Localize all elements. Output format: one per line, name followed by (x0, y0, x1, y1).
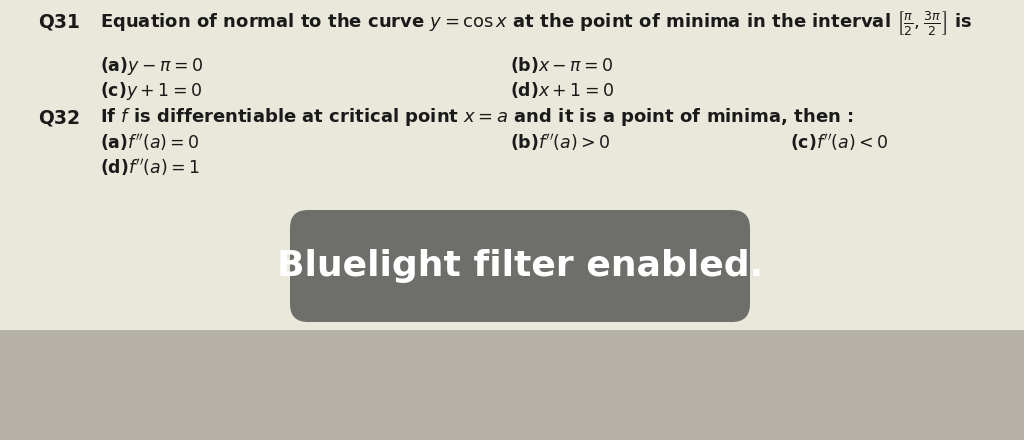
Text: (b)$x - \pi = 0$: (b)$x - \pi = 0$ (510, 55, 613, 75)
FancyBboxPatch shape (290, 210, 750, 322)
Text: (a)$y - \pi = 0$: (a)$y - \pi = 0$ (100, 55, 203, 77)
Text: If $f$ is differentiable at critical point $x = a$ and it is a point of minima, : If $f$ is differentiable at critical poi… (100, 106, 854, 128)
Text: (c)$y + 1 = 0$: (c)$y + 1 = 0$ (100, 80, 202, 102)
Text: (b)$f''(a) > 0$: (b)$f''(a) > 0$ (510, 132, 610, 153)
Text: Q31: Q31 (38, 12, 80, 31)
Text: Bluelight filter enabled.: Bluelight filter enabled. (276, 249, 763, 283)
Text: (d)$f''(a) = 1$: (d)$f''(a) = 1$ (100, 157, 200, 178)
Text: (a)$f''(a) = 0$: (a)$f''(a) = 0$ (100, 132, 200, 153)
Bar (0, 330, 1024, 440)
Text: Q32: Q32 (38, 108, 80, 127)
Text: Equation of normal to the curve $y = \cos x$ at the point of minima in the inter: Equation of normal to the curve $y = \co… (100, 10, 973, 38)
Text: (d)$x + 1 = 0$: (d)$x + 1 = 0$ (510, 80, 614, 100)
Text: (c)$f''(a) < 0$: (c)$f''(a) < 0$ (790, 132, 888, 153)
Bar (0, 0, 1024, 330)
